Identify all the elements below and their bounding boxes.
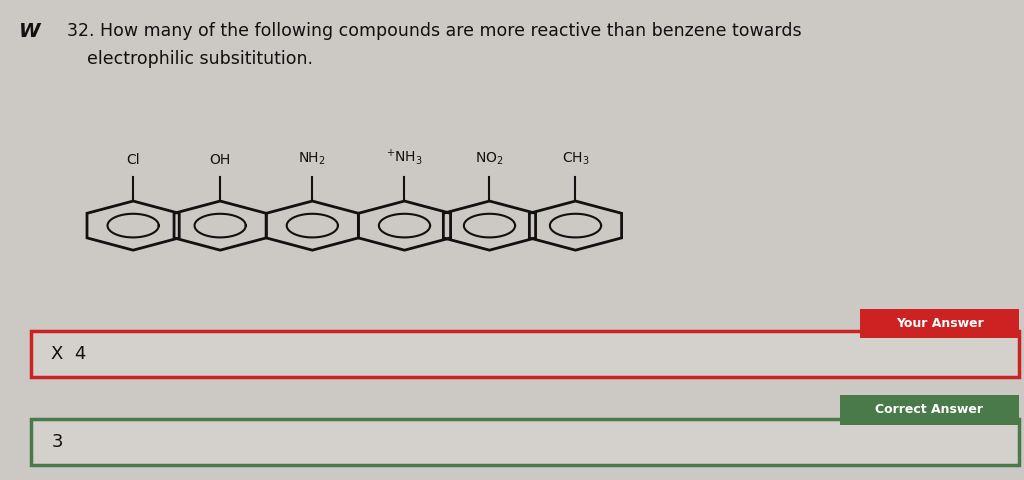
FancyBboxPatch shape <box>860 309 1019 338</box>
FancyBboxPatch shape <box>31 419 1019 465</box>
Text: Cl: Cl <box>126 154 140 168</box>
Text: OH: OH <box>210 154 230 168</box>
Text: 3: 3 <box>51 433 62 451</box>
Text: CH$_3$: CH$_3$ <box>562 151 589 168</box>
Text: Your Answer: Your Answer <box>896 317 983 330</box>
Text: X  4: X 4 <box>51 345 87 363</box>
Text: NH$_2$: NH$_2$ <box>298 151 327 168</box>
Text: electrophilic subsititution.: electrophilic subsititution. <box>87 50 313 68</box>
Text: NO$_2$: NO$_2$ <box>475 151 504 168</box>
Text: 32. How many of the following compounds are more reactive than benzene towards: 32. How many of the following compounds … <box>67 22 801 40</box>
Text: W: W <box>18 22 40 41</box>
Text: $^{+}$NH$_3$: $^{+}$NH$_3$ <box>386 148 423 168</box>
Text: Correct Answer: Correct Answer <box>876 403 983 417</box>
FancyBboxPatch shape <box>840 395 1019 425</box>
FancyBboxPatch shape <box>31 331 1019 377</box>
